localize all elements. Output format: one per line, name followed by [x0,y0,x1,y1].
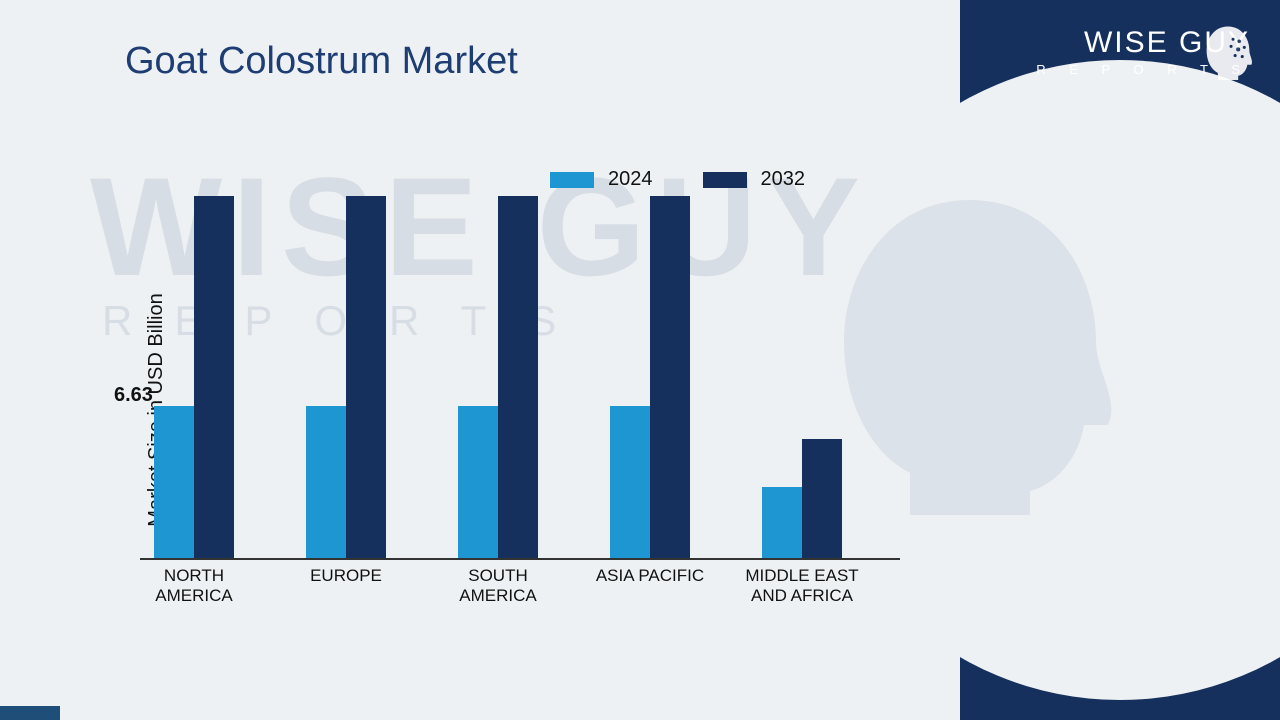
plot-region [140,170,900,560]
bar [306,406,346,558]
category-label: EUROPE [286,566,406,586]
bar [802,439,842,558]
category-label: ASIA PACIFIC [590,566,710,586]
bar [458,406,498,558]
category-label: NORTH AMERICA [134,566,254,605]
category-labels: NORTH AMERICAEUROPESOUTH AMERICAASIA PAC… [140,566,900,656]
category-label: SOUTH AMERICA [438,566,558,605]
bar [610,406,650,558]
chart-title: Goat Colostrum Market [125,40,518,83]
category-label: MIDDLE EAST AND AFRICA [742,566,862,605]
bar [498,196,538,558]
chart-area: Market Size in USD Billion 6.63 NORTH AM… [90,170,900,650]
brand-head-icon [1200,24,1256,80]
bottom-accent-strip [0,706,60,720]
bar [194,196,234,558]
bar [154,406,194,558]
bar [346,196,386,558]
bar [650,196,690,558]
bar [762,487,802,558]
brand-block: WISE GUY R E P O R T S [1036,28,1250,77]
